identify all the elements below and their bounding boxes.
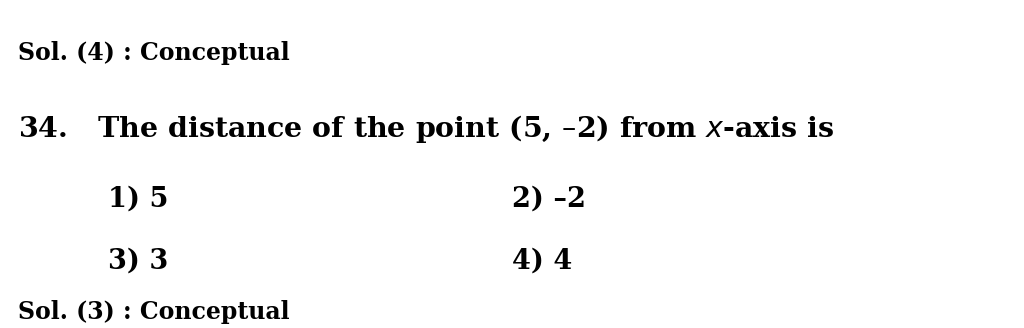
Text: Sol. (3) : Conceptual: Sol. (3) : Conceptual [18, 300, 290, 324]
Text: 2) –2: 2) –2 [512, 185, 586, 212]
Text: 4) 4: 4) 4 [512, 248, 572, 275]
Text: 1) 5: 1) 5 [108, 185, 168, 212]
Text: 34.   The distance of the point (5, –2) from $\mathbf{\mathit{x}}$-axis is: 34. The distance of the point (5, –2) fr… [18, 113, 835, 145]
Text: 3) 3: 3) 3 [108, 248, 168, 275]
Text: Sol. (4) : Conceptual: Sol. (4) : Conceptual [18, 41, 290, 65]
